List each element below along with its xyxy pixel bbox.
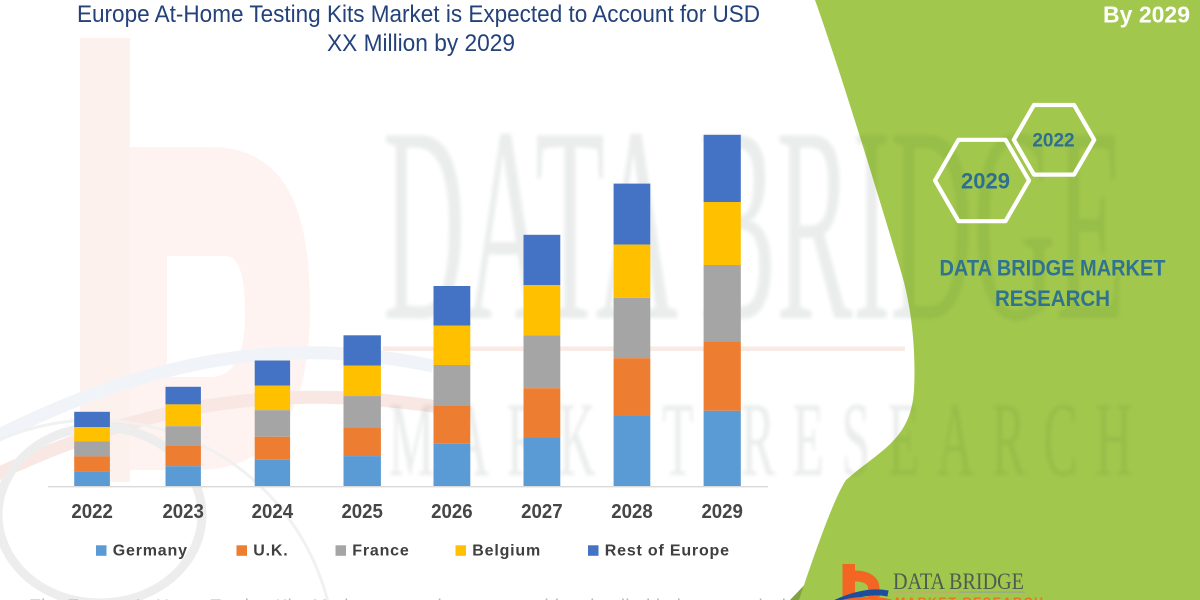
svg-text:2025: 2025 [341, 501, 383, 523]
svg-text:DATA BRIDGE MARKET: DATA BRIDGE MARKET [940, 256, 1166, 281]
svg-text:2024: 2024 [252, 501, 294, 523]
svg-text:XX Million by 2029: XX Million by 2029 [327, 30, 515, 57]
svg-text:2023: 2023 [162, 501, 204, 523]
svg-text:Belgium: Belgium [472, 543, 541, 560]
svg-text:U.K.: U.K. [253, 543, 288, 560]
svg-text:Europe At-Home Testing Kits Ma: Europe At-Home Testing Kits Market is Ex… [77, 1, 760, 28]
svg-text:2027: 2027 [521, 501, 563, 523]
svg-text:2022: 2022 [71, 501, 113, 523]
svg-text:MARKET RESEARCH: MARKET RESEARCH [895, 596, 1045, 600]
svg-text:The Europe At-Home Testing Kit: The Europe At-Home Testing Kits Market r… [30, 596, 1133, 600]
svg-text:By 2029: By 2029 [1103, 2, 1190, 28]
svg-text:Germany: Germany [113, 543, 188, 560]
svg-text:RESEARCH: RESEARCH [995, 286, 1110, 311]
svg-text:2028: 2028 [611, 501, 653, 523]
svg-text:2029: 2029 [961, 169, 1010, 194]
svg-text:2022: 2022 [1032, 131, 1074, 152]
svg-text:DATA BRIDGE: DATA BRIDGE [893, 569, 1024, 594]
svg-text:Rest of Europe: Rest of Europe [605, 543, 730, 560]
svg-text:France: France [352, 543, 409, 560]
svg-text:2026: 2026 [431, 501, 473, 523]
svg-text:2029: 2029 [701, 501, 743, 523]
